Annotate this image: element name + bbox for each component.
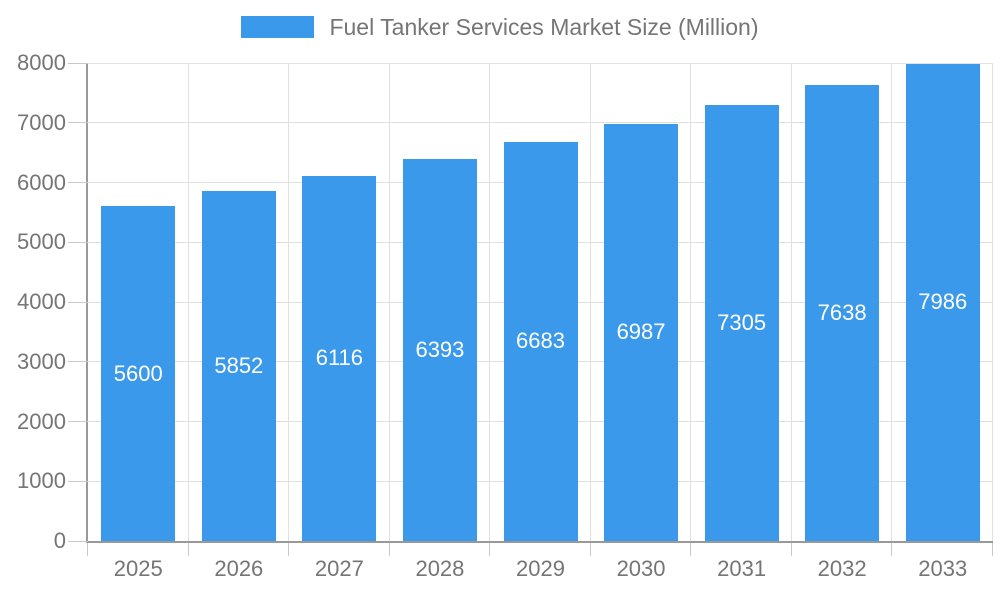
y-axis-tick xyxy=(68,421,88,422)
bar-2032[interactable] xyxy=(805,84,880,541)
y-axis-label: 2000 xyxy=(17,408,66,434)
bar-2029[interactable] xyxy=(503,141,578,541)
y-axis-label: 7000 xyxy=(17,109,66,135)
y-axis-label: 0 xyxy=(53,528,66,553)
x-axis-label: 2027 xyxy=(314,556,364,581)
legend-label: Fuel Tanker Services Market Size (Millio… xyxy=(329,13,759,40)
gridline-vertical xyxy=(489,63,491,541)
gridline-vertical xyxy=(790,63,792,541)
y-axis-tick xyxy=(68,241,88,243)
bar-2031[interactable] xyxy=(704,104,779,541)
gridline-horizontal xyxy=(88,62,993,64)
gridline-vertical xyxy=(891,63,893,541)
bar-2026[interactable] xyxy=(201,191,276,541)
x-axis-tick xyxy=(388,543,390,556)
y-axis-label: 3000 xyxy=(17,348,66,374)
x-axis-label: 2028 xyxy=(415,556,465,581)
bar-2030[interactable] xyxy=(604,123,679,541)
y-axis-tick xyxy=(68,182,88,183)
y-axis-label: 1000 xyxy=(17,468,66,494)
gridline-vertical xyxy=(388,63,390,541)
x-axis-label: 2026 xyxy=(214,556,264,581)
y-axis-label: 8000 xyxy=(17,50,66,75)
gridline-horizontal xyxy=(88,122,993,124)
y-axis-tick xyxy=(68,301,88,303)
x-axis-label: 2031 xyxy=(717,556,767,581)
plot-area: 5600 5852 6116 6393 6683 6987 7305 7638 7986 xyxy=(86,62,993,543)
y-axis-tick xyxy=(68,540,88,542)
x-axis-tick xyxy=(891,543,893,556)
y-axis-label: 6000 xyxy=(17,169,66,195)
bar-2025[interactable] xyxy=(101,206,176,541)
gridline-vertical xyxy=(690,63,692,541)
gridline-vertical xyxy=(992,63,993,541)
y-axis-tick xyxy=(68,480,88,482)
x-axis-label: 2025 xyxy=(113,556,163,581)
legend-swatch-icon xyxy=(241,16,315,38)
y-axis-tick xyxy=(68,361,88,363)
x-axis-label: 2032 xyxy=(817,556,867,581)
y-axis-label: 5000 xyxy=(17,229,66,255)
gridline-vertical xyxy=(288,63,290,541)
bar-2028[interactable] xyxy=(402,159,477,541)
bar-2027[interactable] xyxy=(302,175,377,541)
x-axis-tick xyxy=(187,543,189,556)
x-axis-tick xyxy=(992,543,993,556)
x-axis-tick xyxy=(489,543,491,556)
x-axis-tick xyxy=(288,543,290,556)
bar-2033[interactable] xyxy=(905,63,980,541)
x-axis-tick xyxy=(690,543,692,556)
y-axis-tick xyxy=(68,122,88,124)
chart-legend[interactable]: Fuel Tanker Services Market Size (Millio… xyxy=(0,8,1000,46)
x-axis-label: 2033 xyxy=(918,556,968,581)
x-axis-tick xyxy=(589,543,591,556)
gridline-vertical xyxy=(589,63,591,541)
x-axis-label: 2030 xyxy=(616,556,666,581)
y-axis-tick xyxy=(68,62,88,64)
x-axis-tick xyxy=(87,543,88,556)
x-axis-label: 2029 xyxy=(516,556,565,581)
y-axis-label: 4000 xyxy=(17,289,66,314)
x-axis-tick xyxy=(790,543,792,556)
gridline-vertical xyxy=(187,63,189,541)
